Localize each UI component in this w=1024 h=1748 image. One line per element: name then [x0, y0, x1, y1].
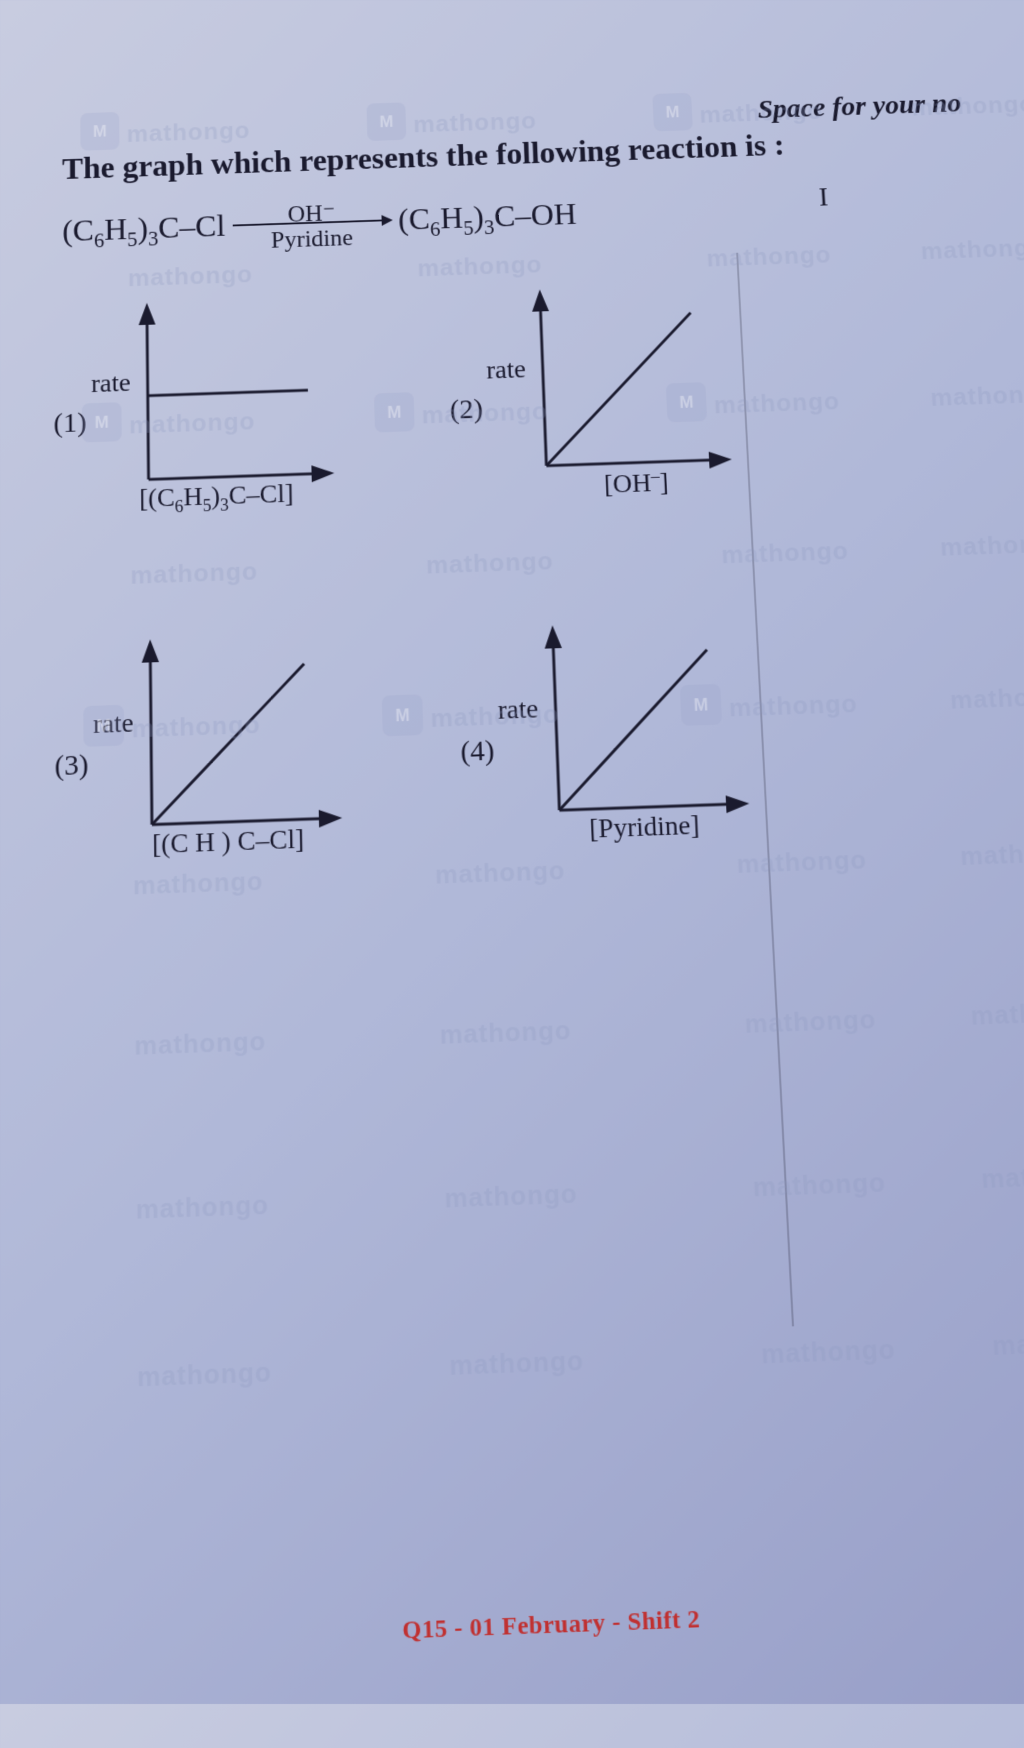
watermark-badge-icon: M	[374, 392, 415, 432]
watermark-text: mathongo	[744, 1004, 877, 1040]
option-2-ylabel: rate	[486, 355, 526, 386]
roman-numeral: I	[818, 182, 829, 213]
option-4-ylabel: rate	[497, 694, 538, 726]
product: (C6H5)3C–OH	[398, 198, 578, 243]
option-3-number: (3)	[55, 749, 89, 783]
option-1-xlabel: [(C6H5)3C–Cl]	[139, 479, 294, 518]
page: The graph which represents the following…	[25, 31, 1024, 1748]
watermark-badge-icon: M	[82, 402, 122, 442]
watermark-text: mathongo	[706, 241, 832, 273]
watermark-text: mathongo	[736, 845, 868, 880]
watermark-text: mathongo	[136, 1189, 270, 1226]
watermark-text: mathongo	[959, 837, 1024, 872]
arrow-bottom-label: Pyridine	[271, 224, 354, 254]
watermark-badge-icon: M	[83, 705, 124, 747]
option-4: (4) rate [Pyridine]	[485, 607, 842, 852]
watermark-text: mathongo	[133, 866, 264, 901]
watermark-text: mathongo	[939, 529, 1024, 563]
option-2: (2) rate [OH–]	[474, 272, 823, 505]
watermark-text: mathongo	[980, 1158, 1024, 1195]
watermark-text: mathongo	[439, 1015, 572, 1051]
watermark-text: mathongo	[449, 1345, 585, 1383]
watermark-text: mathongo	[435, 855, 566, 890]
reaction-arrow: OH⁻ Pyridine	[232, 198, 391, 256]
watermark-badge-icon: M	[367, 102, 407, 141]
watermark-text: mathongo	[991, 1325, 1024, 1363]
watermark-text: mathongo	[137, 1356, 272, 1394]
watermark-text: mathongo	[444, 1178, 578, 1215]
option-4-number: (4)	[460, 734, 495, 768]
option-1: (1) rate [(C6H5)3C–Cl]	[81, 285, 424, 519]
option-3: (3) rate [(C H ) C–Cl]	[83, 621, 435, 866]
footer-text: Q15 - 01 February - Shift 2	[402, 1605, 701, 1646]
reactant: (C6H5)3C–Cl	[62, 210, 225, 254]
reaction-equation: (C6H5)3C–Cl OH⁻ Pyridine (C6H5)3C–OH	[62, 179, 942, 261]
watermark-badge-icon: M	[382, 694, 424, 736]
option-3-xlabel: [(C H ) C–Cl]	[152, 824, 304, 861]
watermark-text: mathongo	[134, 1026, 266, 1062]
watermark-text: mathongo	[128, 260, 253, 292]
watermark-badge-icon: M	[666, 382, 707, 422]
watermark-text: mathongo	[920, 233, 1024, 265]
watermark-text: mathongo	[970, 996, 1024, 1032]
option-2-number: (2)	[449, 393, 483, 426]
option-1-ylabel: rate	[91, 368, 131, 399]
option-4-xlabel: [Pyridine]	[589, 810, 701, 845]
watermark-badge-icon: M	[80, 112, 119, 151]
question-text: The graph which represents the following…	[62, 120, 937, 190]
watermark-text: mathongo	[417, 250, 543, 282]
watermark-text: mathongo	[760, 1333, 896, 1371]
option-2-xlabel: [OH–]	[603, 466, 669, 500]
graphs-grid: (1) rate [(C6H5)3C–Cl] (2) rate	[81, 272, 842, 866]
watermark-text: mathongo	[930, 379, 1024, 412]
watermark-text: mathongo	[752, 1167, 887, 1204]
watermark-badge-icon: M	[680, 684, 722, 726]
watermark-text: mathongo	[949, 681, 1024, 715]
watermark-badge-icon: M	[652, 93, 693, 132]
